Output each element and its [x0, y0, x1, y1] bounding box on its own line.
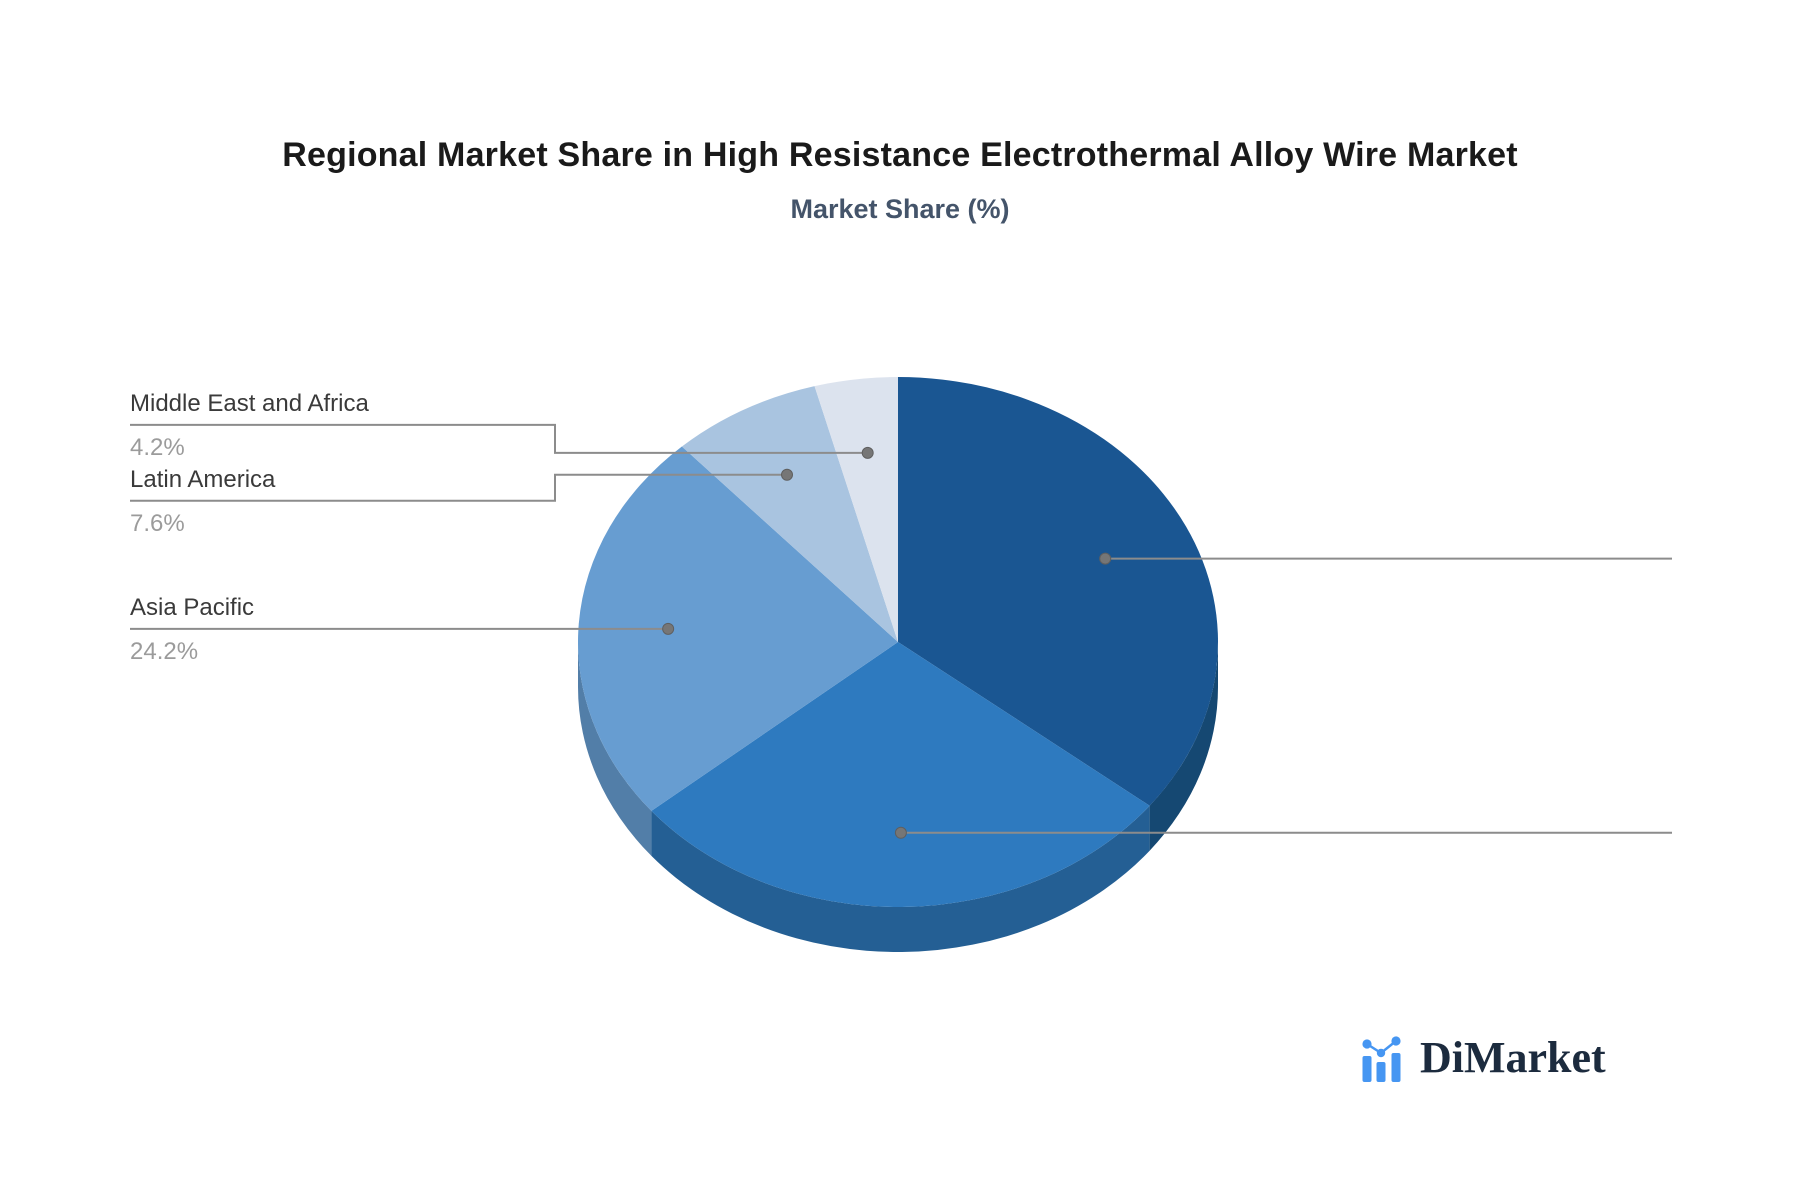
leader-dot-latin-america — [781, 468, 794, 481]
bar-chart-logo-icon — [1362, 1035, 1401, 1082]
leader-line-middle-east-and-africa — [130, 423, 868, 454]
slice-side-europe — [651, 805, 1150, 952]
leader-dot-north-america — [1099, 552, 1112, 565]
slice-side-north-america — [1149, 642, 1218, 851]
leader-line-latin-america — [130, 473, 788, 502]
leader-dot-asia-pacific — [662, 622, 675, 635]
slice-asia-pacific — [578, 446, 898, 811]
slice-middle-east-and-africa — [814, 377, 898, 642]
slice-north-america — [898, 377, 1219, 806]
slice-side-asia-pacific — [578, 642, 652, 856]
leader-dot-middle-east-and-africa — [861, 446, 874, 459]
slice-latin-america — [681, 386, 898, 642]
chart-subtitle: Market Share (%) — [790, 194, 1010, 224]
slice-europe — [651, 642, 1150, 908]
logo-text: DiMarket — [1420, 1033, 1606, 1082]
dimarket-logo: DiMarket — [1360, 1032, 1606, 1083]
page-title: Regional Market Share in High Resistance… — [282, 136, 1518, 174]
leader-dot-europe — [894, 826, 907, 839]
